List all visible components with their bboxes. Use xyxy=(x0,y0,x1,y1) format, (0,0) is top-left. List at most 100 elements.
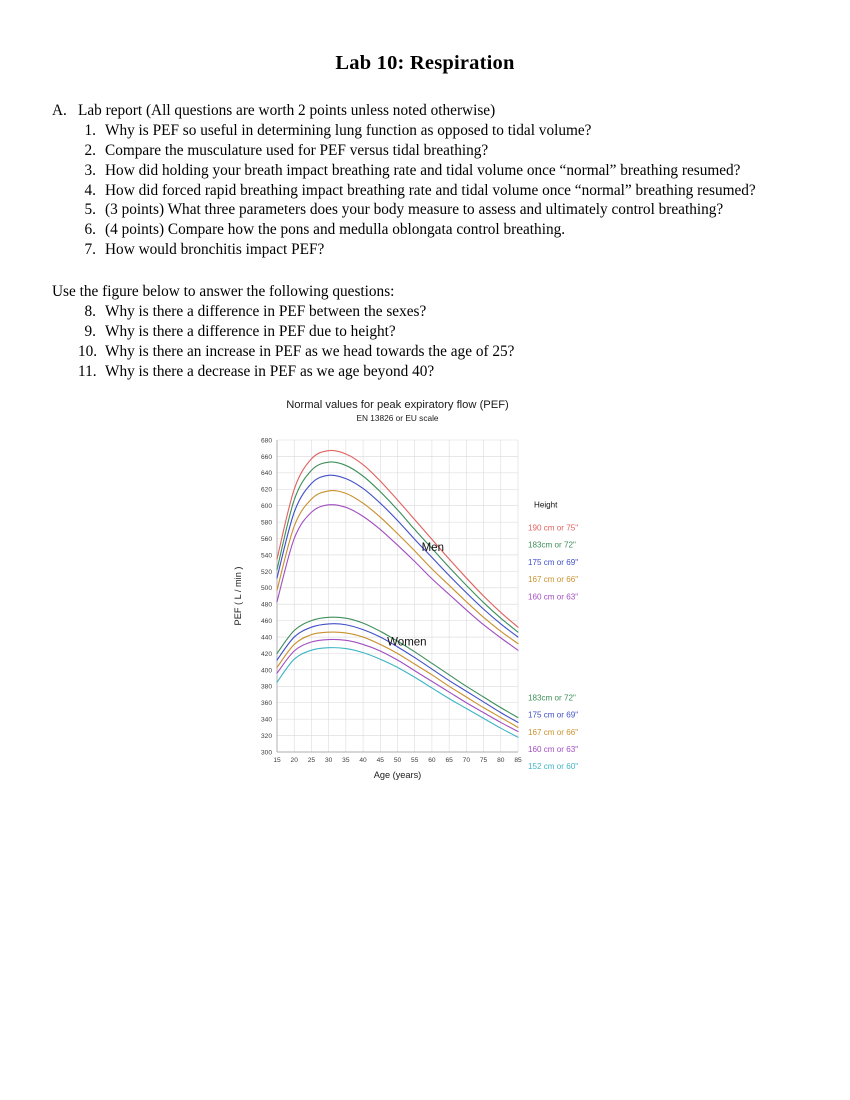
x-axis-tick-label: 60 xyxy=(428,757,436,764)
x-axis-tick-label: 85 xyxy=(514,757,522,764)
question-text: (3 points) What three parameters does yo… xyxy=(105,201,724,219)
x-axis-tick-label: 30 xyxy=(325,757,333,764)
women-legend-item: 160 cm or 63" xyxy=(528,745,578,754)
question-number: 5. xyxy=(84,201,96,219)
y-axis-tick-label: 360 xyxy=(261,700,272,707)
group-label-women: Women xyxy=(387,636,426,648)
x-axis-tick-label: 65 xyxy=(445,757,453,764)
y-axis-tick-label: 660 xyxy=(261,454,272,461)
y-axis-tick-label: 400 xyxy=(261,667,272,674)
men-legend-item: 160 cm or 63" xyxy=(528,592,578,601)
question-text: Why is there a decrease in PEF as we age… xyxy=(105,362,435,380)
question-number: 9. xyxy=(84,322,96,340)
y-axis-tick-label: 380 xyxy=(261,684,272,691)
question-text: Compare the musculature used for PEF ver… xyxy=(105,141,489,159)
x-axis-tick-label: 35 xyxy=(342,757,350,764)
y-axis-tick-label: 640 xyxy=(261,470,272,477)
question-list-b: 8. Why is there a difference in PEF betwe… xyxy=(52,302,805,382)
curve-men xyxy=(276,490,519,645)
question-number: 6. xyxy=(84,221,96,239)
men-legend-item: 190 cm or 75" xyxy=(528,523,578,532)
curve-men xyxy=(276,504,519,651)
x-axis-tick-label: 40 xyxy=(359,757,367,764)
pef-chart: Normal values for peak expiratory flow (… xyxy=(225,392,625,822)
y-axis-title: PEF ( L / min ) xyxy=(233,567,243,626)
x-axis-tick-label: 20 xyxy=(291,757,299,764)
question-number: 3. xyxy=(84,161,96,179)
question-number: 10. xyxy=(78,342,98,360)
x-axis-title: Age (years) xyxy=(374,770,422,780)
x-axis-tick-label: 55 xyxy=(411,757,419,764)
figure-lead-text: Use the figure below to answer the follo… xyxy=(52,283,395,300)
y-axis-tick-label: 620 xyxy=(261,487,272,494)
section-figure-questions: Use the figure below to answer the follo… xyxy=(0,282,850,381)
list-item: 4. How did forced rapid breathing impact … xyxy=(78,181,805,201)
x-axis-tick-label: 15 xyxy=(273,757,281,764)
question-text: How did forced rapid breathing impact br… xyxy=(105,181,756,199)
y-axis-tick-label: 460 xyxy=(261,618,272,625)
women-legend-item: 152 cm or 60" xyxy=(528,762,578,771)
x-axis-tick-label: 50 xyxy=(394,757,402,764)
list-item: 3. How did holding your breath impact bre… xyxy=(78,161,805,181)
men-legend-item: 183cm or 72" xyxy=(528,541,576,550)
list-item: 10. Why is there an increase in PEF as we… xyxy=(78,342,805,362)
y-axis-tick-label: 480 xyxy=(261,602,272,609)
question-text: Why is there a difference in PEF due to … xyxy=(105,322,396,340)
y-axis-tick-label: 540 xyxy=(261,552,272,559)
y-axis-tick-label: 340 xyxy=(261,717,272,724)
list-item: 2. Compare the musculature used for PEF v… xyxy=(78,141,805,161)
question-list-a: 1. Why is PEF so useful in determining lu… xyxy=(52,121,805,260)
question-number: 8. xyxy=(84,302,96,320)
list-item: 1. Why is PEF so useful in determining lu… xyxy=(78,121,805,141)
group-label-men: Men xyxy=(422,542,444,554)
section-marker: A. xyxy=(52,102,67,119)
y-axis-tick-label: 600 xyxy=(261,503,272,510)
men-legend-item: 175 cm or 69" xyxy=(528,558,578,567)
pef-chart-svg: Normal values for peak expiratory flow (… xyxy=(233,399,578,780)
curve-men xyxy=(276,461,519,633)
y-axis-tick-label: 500 xyxy=(261,585,272,592)
y-axis-tick-label: 420 xyxy=(261,651,272,658)
question-text: (4 points) Compare how the pons and medu… xyxy=(105,221,566,239)
curve-men xyxy=(276,449,519,628)
question-number: 7. xyxy=(84,241,96,259)
x-axis-tick-label: 80 xyxy=(497,757,505,764)
legend-title: Height xyxy=(534,500,558,509)
question-number: 1. xyxy=(84,121,96,139)
chart-subtitle: EN 13826 or EU scale xyxy=(356,413,438,423)
list-item: 11. Why is there a decrease in PEF as we … xyxy=(78,362,805,382)
section-heading-text: Lab report (All questions are worth 2 po… xyxy=(78,102,496,119)
list-item: 7. How would bronchitis impact PEF? xyxy=(78,240,805,260)
question-text: Why is there a difference in PEF between… xyxy=(105,302,427,320)
curve-women xyxy=(276,623,519,723)
y-axis-tick-label: 680 xyxy=(261,437,272,444)
women-legend-item: 183cm or 72" xyxy=(528,693,576,702)
women-legend-item: 175 cm or 69" xyxy=(528,711,578,720)
y-axis-tick-label: 300 xyxy=(261,749,272,756)
list-item: 8. Why is there a difference in PEF betwe… xyxy=(78,302,805,322)
x-axis-tick-label: 70 xyxy=(463,757,471,764)
question-number: 2. xyxy=(84,141,96,159)
question-number: 11. xyxy=(78,362,97,380)
list-item: 6. (4 points) Compare how the pons and me… xyxy=(78,220,805,240)
x-axis-tick-label: 75 xyxy=(480,757,488,764)
y-axis-tick-label: 520 xyxy=(261,569,272,576)
chart-title: Normal values for peak expiratory flow (… xyxy=(286,399,509,411)
question-text: Why is there an increase in PEF as we he… xyxy=(105,342,515,360)
curve-women xyxy=(276,638,519,733)
curve-women xyxy=(276,616,519,719)
x-axis-tick-label: 45 xyxy=(377,757,385,764)
y-axis-tick-label: 440 xyxy=(261,634,272,641)
section-heading-row: A. Lab report (All questions are worth 2… xyxy=(52,101,805,121)
question-text: Why is PEF so useful in determining lung… xyxy=(105,121,592,139)
section-lab-report: A. Lab report (All questions are worth 2… xyxy=(0,101,850,260)
men-legend-item: 167 cm or 66" xyxy=(528,575,578,584)
list-item: 5. (3 points) What three parameters does … xyxy=(78,200,805,220)
x-axis-tick-label: 25 xyxy=(308,757,316,764)
list-item: 9. Why is there a difference in PEF due t… xyxy=(78,322,805,342)
y-axis-tick-label: 580 xyxy=(261,520,272,527)
question-number: 4. xyxy=(84,181,96,199)
figure-container: Normal values for peak expiratory flow (… xyxy=(0,392,850,822)
page-title: Lab 10: Respiration xyxy=(335,52,515,74)
